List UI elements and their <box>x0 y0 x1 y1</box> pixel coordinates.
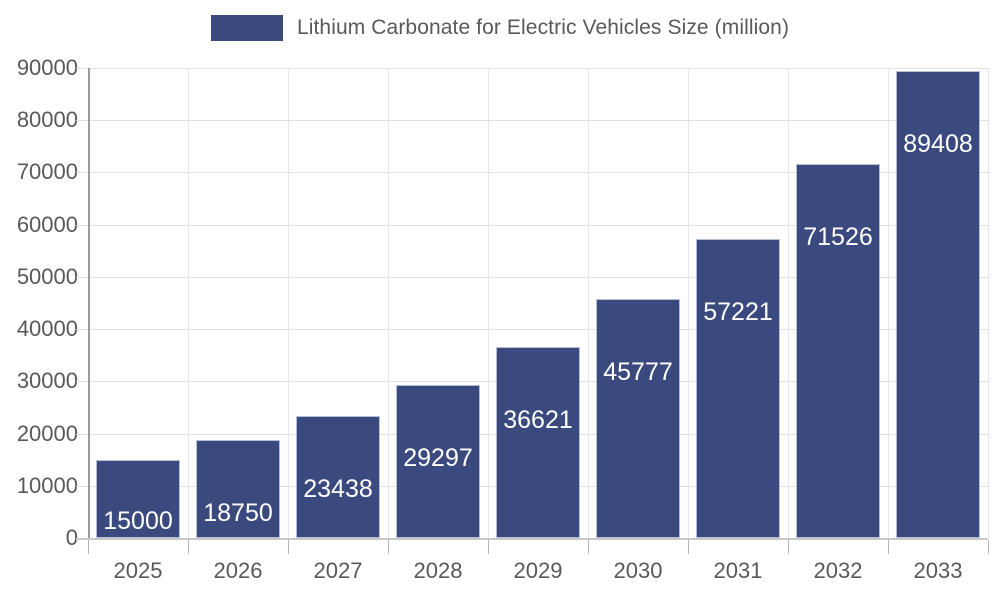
x-axis-tick-label: 2031 <box>713 558 763 583</box>
x-axis-tick-label: 2030 <box>613 558 663 583</box>
x-axis-tick-label: 2027 <box>313 558 363 583</box>
x-axis-tick-mark <box>488 540 489 554</box>
x-axis-tick-label: 2033 <box>913 558 963 583</box>
bar-group[interactable]: 15000 <box>88 68 188 538</box>
x-axis-tick-mark <box>88 540 89 554</box>
horizontal-gridline <box>76 68 988 69</box>
x-axis-tick-label: 2026 <box>213 558 263 583</box>
x-axis-tick-mark <box>288 540 289 554</box>
bar-group[interactable]: 89408 <box>888 68 988 538</box>
bar[interactable] <box>196 440 280 538</box>
vertical-gridline <box>188 68 189 538</box>
bars-layer: 15000 18750 23438 29297 36621 45777 57221 71526… <box>88 68 988 538</box>
x-axis-tick-label: 2025 <box>113 558 163 583</box>
vertical-gridline <box>788 68 789 538</box>
vertical-gridline <box>488 68 489 538</box>
y-axis-tick-label: 30000 <box>16 368 78 394</box>
bar-group[interactable]: 57221 <box>688 68 788 538</box>
horizontal-gridline <box>76 120 988 122</box>
bar[interactable] <box>796 164 880 538</box>
vertical-gridline <box>888 68 889 538</box>
horizontal-gridline <box>76 172 988 174</box>
bar[interactable] <box>496 346 580 538</box>
x-axis-tick-mark <box>788 540 789 554</box>
x-axis-tick-labels: 2025 2026 2027 2028 2029 2030 2031 2032 2033 <box>88 540 989 600</box>
y-axis-tick-label: 40000 <box>16 316 78 342</box>
bar[interactable] <box>896 71 980 538</box>
bar[interactable] <box>596 298 680 538</box>
bar-group[interactable]: 71526 <box>788 68 888 538</box>
y-axis-tick-label: 50000 <box>16 263 78 289</box>
bar[interactable] <box>396 385 480 538</box>
x-axis-tick-label: 2032 <box>813 558 863 583</box>
y-axis-tick-label: 20000 <box>16 420 78 446</box>
bar-value-label: 45777 <box>603 357 673 386</box>
x-axis-tick-mark <box>588 540 589 554</box>
bar-group[interactable]: 18750 <box>188 68 288 538</box>
legend-series-label: Lithium Carbonate for Electric Vehicles … <box>296 16 790 39</box>
y-axis-tick-label: 90000 <box>16 55 78 80</box>
bar-group[interactable]: 45777 <box>588 68 688 538</box>
bar-group[interactable]: 23438 <box>288 68 388 538</box>
x-axis-tick-mark <box>688 540 689 554</box>
bar-value-label: 57221 <box>703 298 773 327</box>
bar-value-label: 29297 <box>403 444 473 473</box>
bar-group[interactable]: 36621 <box>488 68 588 538</box>
bar-value-label: 89408 <box>903 130 973 159</box>
bar-group[interactable]: 29297 <box>388 68 488 538</box>
bar-value-label: 36621 <box>503 405 573 434</box>
bar-value-label: 71526 <box>803 223 873 252</box>
x-axis-tick-label: 2028 <box>413 558 463 583</box>
horizontal-gridline <box>76 329 988 331</box>
chart-legend: Lithium Carbonate for Electric Vehicles … <box>0 8 1000 48</box>
bar[interactable] <box>296 415 380 538</box>
y-axis-line <box>88 68 90 540</box>
vertical-gridline <box>688 68 689 538</box>
y-axis-tick-label: 10000 <box>16 472 78 498</box>
y-axis-tick-label: 70000 <box>16 159 78 185</box>
bar-value-label: 18750 <box>203 499 273 528</box>
bar-value-label: 15000 <box>103 507 173 535</box>
x-axis-tick-mark <box>888 540 889 554</box>
y-axis-tick-labels: 0 10000 20000 30000 40000 50000 60000 70000 8000… <box>0 0 88 600</box>
vertical-gridline <box>288 68 289 538</box>
x-axis-tick-mark <box>388 540 389 554</box>
vertical-gridline <box>388 68 389 538</box>
bar[interactable] <box>96 459 180 538</box>
vertical-gridline <box>988 68 989 538</box>
horizontal-gridline <box>76 224 988 226</box>
y-axis-tick-label: 80000 <box>16 107 78 133</box>
x-axis-tick-mark <box>988 540 989 554</box>
x-axis-line <box>76 538 988 540</box>
y-axis-tick-label: 0 <box>65 525 78 550</box>
x-axis-tick-mark <box>188 540 189 554</box>
bar[interactable] <box>696 239 780 538</box>
legend-color-swatch <box>210 15 283 41</box>
y-axis-tick-label: 60000 <box>16 211 78 237</box>
horizontal-gridline <box>76 276 988 278</box>
x-axis-tick-label: 2029 <box>513 558 563 583</box>
vertical-gridline <box>588 68 589 538</box>
bar-value-label: 23438 <box>303 474 373 503</box>
